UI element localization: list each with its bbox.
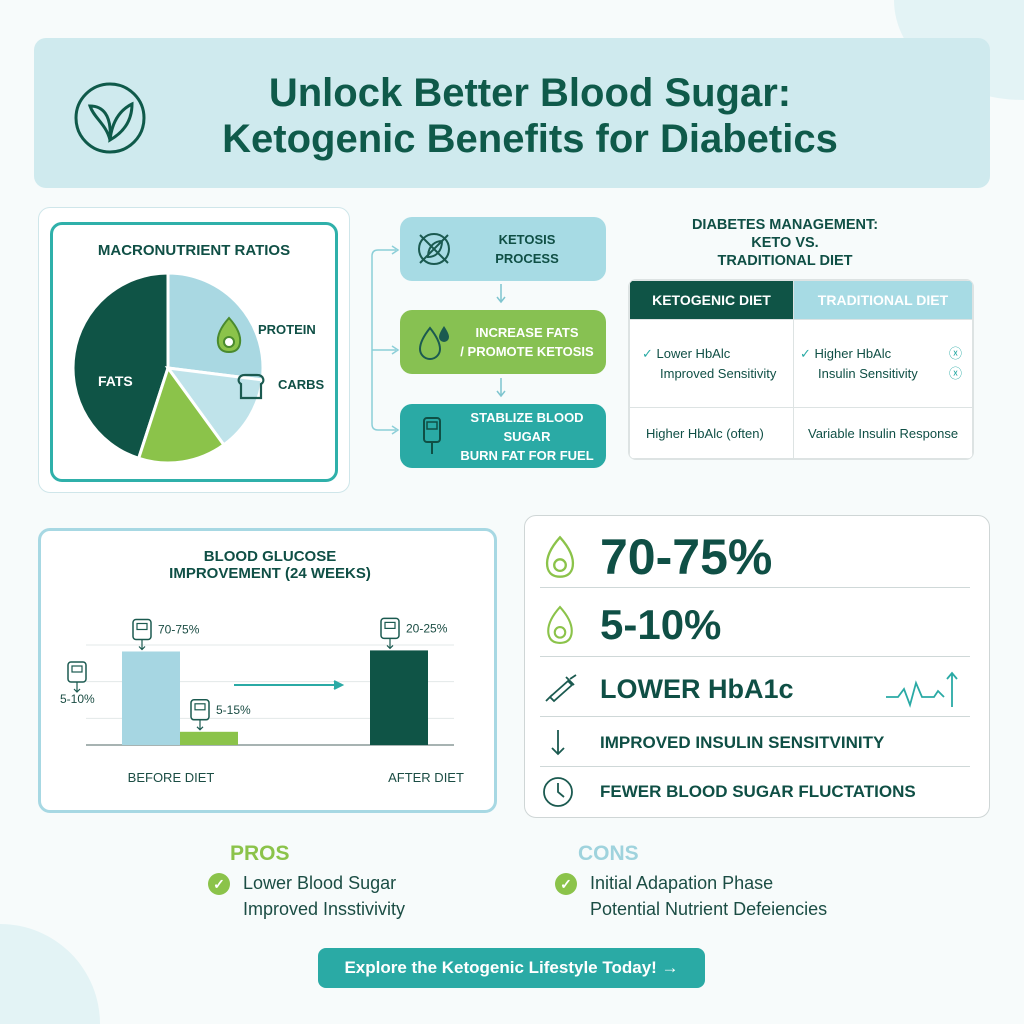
stat-row: 5-10%: [540, 600, 970, 650]
pros-title: PROS: [230, 842, 290, 865]
flow-step-stabilize: STABLIZE BLOOD SUGAR BURN FAT FOR FUEL: [400, 404, 606, 468]
flow-label: / PROMOTE KETOSIS: [460, 344, 594, 359]
stats-panel: [524, 515, 990, 818]
bar-data-label: 70-75%: [158, 623, 200, 637]
cell-text: Higher HbAlc (often): [629, 407, 794, 459]
x-tick-label: BEFORE DIET: [128, 770, 215, 785]
glucometer-icon: [67, 661, 87, 693]
page-title: Unlock Better Blood Sugar: Ketogenic Ben…: [150, 70, 910, 162]
bar-data-label: 20-25%: [406, 621, 448, 635]
pulse-arrow-icon: [886, 671, 958, 708]
pie-slice-other: [136, 364, 226, 465]
avocado-icon: [216, 316, 242, 354]
no-carbs-icon: [418, 233, 450, 265]
column-header-traditional: TRADITIONAL DIET: [793, 280, 973, 320]
header-banner: [34, 38, 990, 188]
avocado-icon: [547, 605, 573, 644]
arrow-down-icon: [551, 730, 565, 756]
stat-row: FEWER BLOOD SUGAR FLUCTATIONS: [540, 774, 970, 810]
divider: [540, 587, 970, 588]
stat-row: IMPROVED INSULIN SENSITVINITY: [540, 726, 970, 760]
flow-label: KETOSIS: [498, 232, 556, 247]
traditional-cell: ✓ Higher HbAlc Insulin Sensitivity ⓧ ⓧ: [793, 319, 973, 408]
pie-slice-fats: [71, 271, 170, 461]
syringe-icon: [545, 674, 577, 703]
cell-text: Lower HbAlc: [656, 345, 731, 361]
cell-text: Improved Sensitivity: [660, 365, 777, 381]
divider: [540, 716, 970, 717]
cons-list: ✓ Initial Adapation Phase Potential Nutr…: [555, 870, 827, 922]
decor-circle: [0, 924, 100, 1024]
flow-step-ketosis: KETOSIS PROCESS: [400, 217, 606, 281]
flow-label: PROCESS: [495, 251, 559, 266]
bar-2: [370, 650, 428, 745]
cell-text: Higher HbAlc: [814, 345, 892, 361]
check-icon: ✓: [555, 873, 577, 895]
bar-chart-title: BLOOD GLUCOSE IMPROVEMENT (24 WEEKS): [150, 548, 390, 582]
cons-item: Initial Adapation Phase: [590, 873, 774, 893]
flow-step-fats: INCREASE FATS / PROMOTE KETOSIS: [400, 310, 606, 374]
flow-label: BURN FAT FOR FUEL: [460, 447, 594, 463]
title-line-1: Unlock Better Blood Sugar:: [268, 71, 792, 115]
stat-value: 70-75%: [600, 529, 773, 585]
x-circle-icon: ⓧ: [948, 346, 962, 361]
bar-chart-title-text: BLOOD GLUCOSE IMPROVEMENT (24 WEEKS): [169, 548, 371, 582]
glucometer-icon: [190, 699, 210, 731]
stat-value: 5-10%: [600, 601, 722, 648]
explore-cta-button[interactable]: Explore the Ketogenic Lifestyle Today! →: [318, 948, 705, 988]
flow-label: STABLIZE BLOOD SUGAR: [470, 409, 584, 444]
divider: [540, 656, 970, 657]
cons-item: Potential Nutrient Defeiencies: [590, 899, 828, 919]
stat-value: FEWER BLOOD SUGAR FLUCTATIONS: [600, 782, 916, 801]
pros-item: Lower Blood Sugar: [243, 873, 397, 893]
comparison-table: KETOGENIC DIET TRADITIONAL DIET ✓ Lower H…: [628, 279, 974, 460]
comparison-title-line: DIABETES MANAGEMENT:: [691, 217, 879, 233]
bar-data-label: 5-15%: [216, 703, 251, 717]
flow-arrows: [496, 284, 506, 398]
cons-title: CONS: [578, 842, 639, 865]
divider: [540, 766, 970, 767]
stat-value: IMPROVED INSULIN SENSITVINITY: [600, 733, 885, 752]
side-label: 5-10%: [60, 692, 95, 706]
x-circle-icon: ⓧ: [948, 366, 962, 381]
pie-label-fats: FATS: [98, 373, 133, 389]
flow-connector: [371, 245, 400, 435]
leaf-icon: [74, 82, 146, 154]
column-header-keto: KETOGENIC DIET: [629, 280, 794, 320]
flow-label: INCREASE FATS: [475, 325, 579, 340]
check-icon: ✓: [208, 873, 230, 895]
pie-label-carbs: CARBS: [278, 377, 325, 392]
bar-chart: 70-75% 5-15% 20-25% 5-10% BEFORE DIET AFTER D…: [60, 617, 464, 785]
comparison-title-line: KETO VS.: [751, 235, 819, 251]
bar-1: [180, 731, 238, 745]
title-line-2: Ketogenic Benefits for Diabetics: [222, 117, 838, 161]
comparison-title: DIABETES MANAGEMENT: KETO VS. TRADITIONA…: [640, 216, 930, 270]
pie-chart: [71, 271, 265, 465]
pros-item: Improved Insstivivity: [243, 899, 406, 919]
keto-benefits-cell: ✓ Lower HbAlc Improved Sensitivity: [629, 319, 794, 408]
x-tick-label: AFTER DIET: [388, 770, 464, 785]
check-icon: ✓: [642, 345, 653, 361]
trend-arrow: [234, 680, 345, 690]
pie-slice-protein: [166, 271, 265, 382]
stat-row: 70-75%: [540, 528, 970, 586]
cell-text: Variable Insulin Response: [793, 407, 973, 459]
pros-list: ✓ Lower Blood Sugar Improved Insstivivit…: [208, 870, 405, 922]
bread-icon: [237, 373, 265, 400]
macronutrient-title: MACRONUTRIENT RATIOS: [97, 242, 291, 259]
bar-0: [122, 651, 180, 745]
avocado-icon: [545, 535, 575, 578]
glucometer-icon: [380, 617, 400, 650]
stat-value: LOWER HbA1c: [600, 673, 794, 704]
cell-text: Insulin Sensitivity: [818, 365, 918, 381]
glucometer-icon: [132, 618, 152, 651]
clock-icon: [543, 777, 573, 807]
fat-drop-icon: [418, 326, 449, 360]
check-icon: ✓: [800, 345, 811, 361]
stat-row: LOWER HbA1c: [540, 668, 970, 710]
pie-label-protein: PROTEIN: [258, 322, 316, 337]
comparison-title-line: TRADITIONAL DIET: [717, 253, 853, 269]
glucometer-icon: [423, 417, 441, 454]
